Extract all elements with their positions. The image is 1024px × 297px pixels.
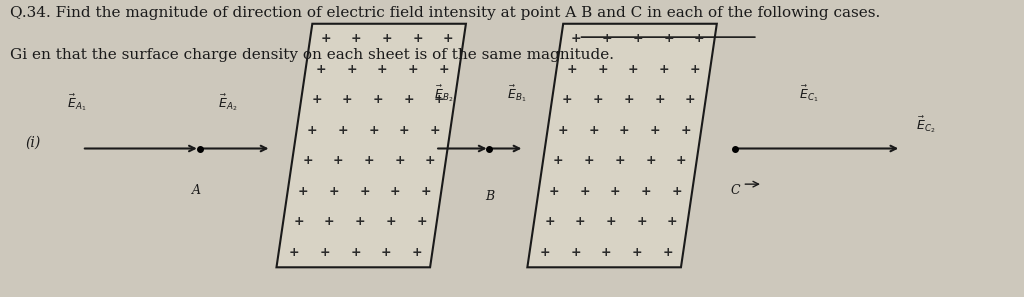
Text: +: + <box>385 215 396 228</box>
Text: +: + <box>333 154 344 167</box>
Text: +: + <box>390 185 400 198</box>
Text: $\vec{E}_{C_2}$: $\vec{E}_{C_2}$ <box>916 114 936 135</box>
Text: +: + <box>632 246 642 259</box>
Text: +: + <box>368 124 379 137</box>
Text: +: + <box>315 63 327 76</box>
Text: $\vec{E}_{C_1}$: $\vec{E}_{C_1}$ <box>800 83 818 104</box>
Text: +: + <box>624 93 634 106</box>
Text: +: + <box>324 215 335 228</box>
Text: +: + <box>654 93 665 106</box>
Polygon shape <box>276 24 466 267</box>
Text: +: + <box>601 246 611 259</box>
Text: +: + <box>398 124 410 137</box>
Text: +: + <box>311 93 322 106</box>
Text: +: + <box>354 215 366 228</box>
Text: Gi en that the surface charge density on each sheet is of the same magnitude.: Gi en that the surface charge density on… <box>10 48 614 61</box>
Text: +: + <box>438 63 450 76</box>
Text: $\vec{E}_{B_1}$: $\vec{E}_{B_1}$ <box>508 83 526 104</box>
Text: +: + <box>636 215 647 228</box>
Text: +: + <box>610 185 621 198</box>
Text: +: + <box>580 185 590 198</box>
Text: +: + <box>571 32 582 45</box>
Text: C: C <box>730 184 740 197</box>
Text: +: + <box>664 32 674 45</box>
Text: +: + <box>574 215 586 228</box>
Text: +: + <box>350 246 360 259</box>
Text: +: + <box>694 32 705 45</box>
Text: +: + <box>364 154 375 167</box>
Text: +: + <box>408 63 419 76</box>
Text: +: + <box>319 246 330 259</box>
Text: +: + <box>346 63 357 76</box>
Text: +: + <box>588 124 599 137</box>
Text: +: + <box>663 246 673 259</box>
Text: +: + <box>570 246 581 259</box>
Text: +: + <box>549 185 559 198</box>
Text: +: + <box>584 154 595 167</box>
Text: +: + <box>412 246 422 259</box>
Text: +: + <box>633 32 643 45</box>
Text: +: + <box>329 185 339 198</box>
Text: +: + <box>602 32 612 45</box>
Text: A: A <box>193 184 201 197</box>
Text: +: + <box>342 93 352 106</box>
Text: +: + <box>649 124 660 137</box>
Text: +: + <box>605 215 616 228</box>
Text: +: + <box>597 63 608 76</box>
Text: +: + <box>618 124 630 137</box>
Text: +: + <box>553 154 564 167</box>
Text: (i): (i) <box>26 135 41 150</box>
Text: +: + <box>676 154 687 167</box>
Text: B: B <box>485 190 494 203</box>
Text: +: + <box>381 246 391 259</box>
Text: +: + <box>641 185 651 198</box>
Text: +: + <box>289 246 299 259</box>
Text: $\vec{E}_{B_2}$: $\vec{E}_{B_2}$ <box>434 83 453 104</box>
Text: +: + <box>377 63 388 76</box>
Text: +: + <box>425 154 436 167</box>
Text: +: + <box>614 154 626 167</box>
Text: +: + <box>658 63 670 76</box>
Text: +: + <box>306 124 317 137</box>
Text: +: + <box>689 63 700 76</box>
Text: +: + <box>403 93 414 106</box>
Text: Q.34. Find the magnitude of direction of electric field intensity at point A B a: Q.34. Find the magnitude of direction of… <box>10 6 881 20</box>
Text: +: + <box>628 63 639 76</box>
Text: +: + <box>557 124 568 137</box>
Text: +: + <box>680 124 691 137</box>
Text: +: + <box>382 32 392 45</box>
Text: +: + <box>544 215 555 228</box>
Text: $\vec{E}_{A_1}$: $\vec{E}_{A_1}$ <box>68 92 86 113</box>
Text: +: + <box>434 93 444 106</box>
Text: +: + <box>566 63 578 76</box>
Text: +: + <box>337 124 348 137</box>
Text: +: + <box>359 185 370 198</box>
Polygon shape <box>527 24 717 267</box>
Text: +: + <box>667 215 678 228</box>
Text: +: + <box>416 215 427 228</box>
Text: +: + <box>593 93 603 106</box>
Text: +: + <box>421 185 431 198</box>
Text: +: + <box>672 185 682 198</box>
Text: +: + <box>413 32 423 45</box>
Text: +: + <box>562 93 572 106</box>
Text: +: + <box>443 32 454 45</box>
Text: +: + <box>373 93 383 106</box>
Text: +: + <box>302 154 313 167</box>
Text: +: + <box>298 185 308 198</box>
Text: +: + <box>540 246 550 259</box>
Text: +: + <box>685 93 695 106</box>
Text: +: + <box>645 154 656 167</box>
Text: +: + <box>321 32 331 45</box>
Text: +: + <box>394 154 406 167</box>
Text: +: + <box>429 124 440 137</box>
Text: $\vec{E}_{A_2}$: $\vec{E}_{A_2}$ <box>218 92 237 113</box>
Text: +: + <box>351 32 361 45</box>
Text: +: + <box>293 215 304 228</box>
